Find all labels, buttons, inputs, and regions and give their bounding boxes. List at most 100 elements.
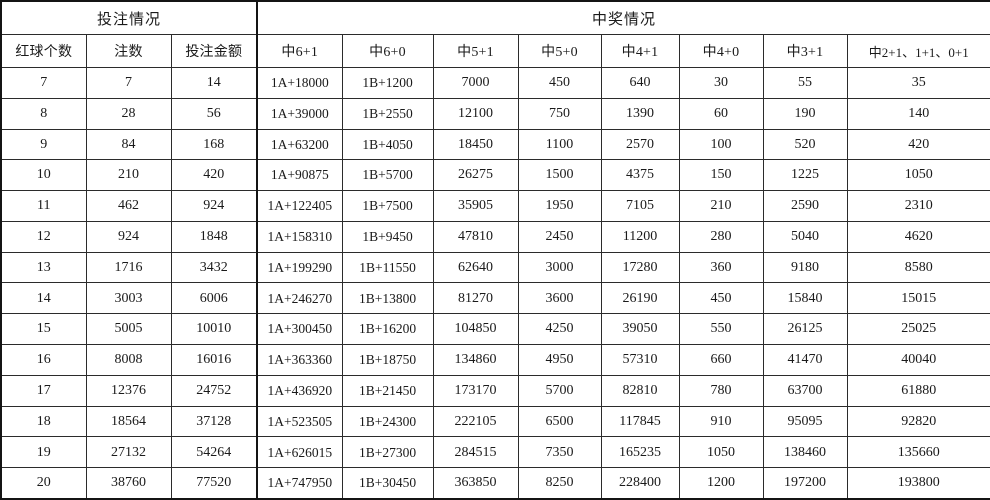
cell-h5_0: 1500 — [517, 159, 602, 192]
cell-bets: 462 — [85, 190, 172, 222]
cell-h4_0: 450 — [678, 282, 764, 315]
cell-h6_1: 1A+18000 — [256, 67, 343, 99]
cell-h4_1: 17280 — [600, 251, 680, 284]
col-hit-6-plus-1: 中6+1 — [256, 34, 343, 68]
cell-h5_1: 18450 — [432, 128, 519, 161]
cell-amount: 1848 — [170, 220, 259, 253]
cell-h5_0: 5700 — [517, 374, 602, 407]
cell-h4_1: 4375 — [600, 159, 680, 192]
cell-h5_0: 7350 — [517, 436, 602, 469]
cell-amount: 420 — [170, 159, 259, 192]
cell-h4_1: 117845 — [600, 405, 680, 438]
cell-h3_1: 15840 — [762, 282, 848, 315]
cell-h4_1: 39050 — [600, 313, 680, 346]
cell-bets: 5005 — [85, 313, 172, 346]
cell-red_count: 17 — [0, 374, 87, 407]
cell-h4_0: 1200 — [678, 467, 764, 500]
cell-h4_1: 2570 — [600, 128, 680, 161]
cell-h6_0: 1B+30450 — [341, 467, 434, 500]
cell-h5_0: 750 — [517, 97, 602, 130]
cell-red_count: 14 — [0, 282, 87, 315]
cell-h6_0: 1B+18750 — [341, 344, 434, 376]
col-bet-amount: 投注金额 — [170, 34, 259, 68]
cell-h5_1: 284515 — [432, 436, 519, 469]
cell-h5_0: 1100 — [517, 128, 602, 161]
cell-red_count: 13 — [0, 251, 87, 284]
cell-h4_0: 550 — [678, 313, 764, 346]
table-row: 8 28 56 1A+39000 1B+2550 12100 750 1390 60 190 140 — [0, 97, 990, 130]
table-row: 7 7 14 1A+18000 1B+1200 7000 450 640 30 55 35 — [0, 67, 990, 99]
cell-bets: 12376 — [85, 374, 172, 407]
cell-h2_1: 35 — [846, 67, 990, 99]
col-hit-4-plus-0: 中4+0 — [678, 34, 764, 68]
col-hit-5-plus-0: 中5+0 — [517, 34, 602, 68]
cell-red_count: 18 — [0, 405, 87, 438]
column-header-row: 红球个数 注数 投注金额 中6+1 中6+0 中5+1 中5+0 中4+1 中4… — [0, 34, 990, 68]
cell-h2_1: 4620 — [846, 220, 990, 253]
col-hit-4-plus-1: 中4+1 — [600, 34, 680, 68]
cell-h4_1: 1390 — [600, 97, 680, 130]
cell-h2_1: 92820 — [846, 405, 990, 438]
cell-bets: 210 — [85, 159, 172, 192]
cell-h5_1: 35905 — [432, 190, 519, 222]
cell-red_count: 16 — [0, 344, 87, 376]
cell-h6_1: 1A+246270 — [256, 282, 343, 315]
cell-red_count: 9 — [0, 128, 87, 161]
col-hit-6-plus-0: 中6+0 — [341, 34, 434, 68]
cell-h6_1: 1A+90875 — [256, 159, 343, 192]
cell-h4_1: 640 — [600, 67, 680, 99]
cell-h4_1: 82810 — [600, 374, 680, 407]
cell-h4_0: 150 — [678, 159, 764, 192]
cell-h5_0: 1950 — [517, 190, 602, 222]
cell-amount: 77520 — [170, 467, 259, 500]
cell-h3_1: 26125 — [762, 313, 848, 346]
cell-red_count: 15 — [0, 313, 87, 346]
cell-h4_1: 57310 — [600, 344, 680, 376]
cell-bets: 18564 — [85, 405, 172, 438]
cell-h4_0: 780 — [678, 374, 764, 407]
cell-h4_1: 26190 — [600, 282, 680, 315]
cell-h2_1: 8580 — [846, 251, 990, 284]
cell-h6_1: 1A+158310 — [256, 220, 343, 253]
cell-bets: 3003 — [85, 282, 172, 315]
cell-h5_1: 81270 — [432, 282, 519, 315]
cell-h3_1: 190 — [762, 97, 848, 130]
cell-h5_0: 6500 — [517, 405, 602, 438]
cell-h6_1: 1A+523505 — [256, 405, 343, 438]
cell-h4_1: 165235 — [600, 436, 680, 469]
cell-h2_1: 40040 — [846, 344, 990, 376]
cell-amount: 168 — [170, 128, 259, 161]
cell-h5_1: 12100 — [432, 97, 519, 130]
cell-h3_1: 41470 — [762, 344, 848, 376]
cell-h6_0: 1B+7500 — [341, 190, 434, 222]
cell-h6_0: 1B+24300 — [341, 405, 434, 438]
cell-h3_1: 95095 — [762, 405, 848, 438]
cell-h5_0: 3600 — [517, 282, 602, 315]
table-header: 投注情况 中奖情况 红球个数 注数 投注金额 中6+1 中6+0 中5+1 中5… — [0, 0, 990, 68]
cell-bets: 924 — [85, 220, 172, 253]
cell-red_count: 11 — [0, 190, 87, 222]
cell-h5_0: 4250 — [517, 313, 602, 346]
col-hit-2-1-1-1-0-1: 中2+1、1+1、0+1 — [846, 34, 990, 68]
cell-bets: 27132 — [85, 436, 172, 469]
cell-h2_1: 1050 — [846, 159, 990, 192]
cell-h3_1: 197200 — [762, 467, 848, 500]
col-hit-5-plus-1: 中5+1 — [432, 34, 519, 68]
cell-h6_0: 1B+2550 — [341, 97, 434, 130]
cell-h3_1: 9180 — [762, 251, 848, 284]
cell-h4_0: 280 — [678, 220, 764, 253]
cell-h3_1: 55 — [762, 67, 848, 99]
cell-h5_0: 3000 — [517, 251, 602, 284]
group-header-prize: 中奖情况 — [256, 0, 990, 35]
group-header-row: 投注情况 中奖情况 — [0, 0, 990, 35]
cell-h5_0: 2450 — [517, 220, 602, 253]
table-body: 7 7 14 1A+18000 1B+1200 7000 450 640 30 55 35 8 28 56… — [0, 67, 990, 500]
cell-amount: 24752 — [170, 374, 259, 407]
cell-h4_1: 228400 — [600, 467, 680, 500]
cell-h5_1: 222105 — [432, 405, 519, 438]
cell-amount: 37128 — [170, 405, 259, 438]
cell-h6_0: 1B+11550 — [341, 251, 434, 284]
cell-h5_0: 4950 — [517, 344, 602, 376]
cell-h5_1: 104850 — [432, 313, 519, 346]
